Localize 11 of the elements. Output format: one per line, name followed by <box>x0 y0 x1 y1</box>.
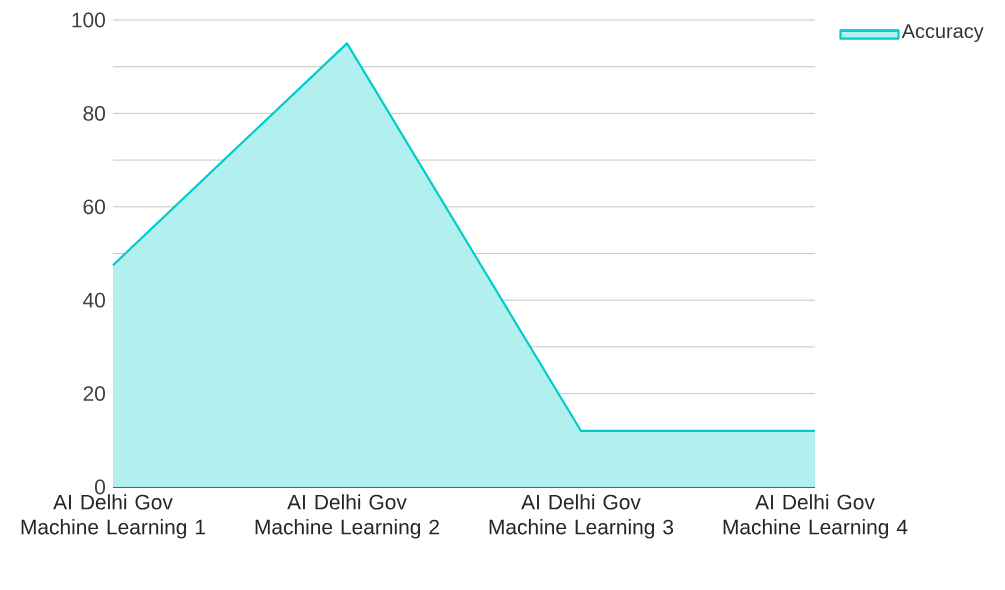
x-tick-label: AI Delhi Gov Machine Learning 2 <box>255 494 439 539</box>
y-tick-label: 20 <box>83 386 105 401</box>
y-tick-label: 100 <box>72 12 105 28</box>
legend-label: Accuracy <box>901 24 984 43</box>
x-tick-label: AI Delhi Gov Machine Learning 1 <box>21 494 205 539</box>
y-tick-label: 0 <box>95 479 105 495</box>
y-tick-label: 40 <box>83 292 105 308</box>
x-tick-label: AI Delhi Gov Machine Learning 4 <box>723 494 908 539</box>
x-tick-label: AI Delhi Gov Machine Learning 3 <box>489 494 674 539</box>
y-tick-label: 60 <box>83 199 105 215</box>
y-tick-label: 80 <box>83 105 105 121</box>
